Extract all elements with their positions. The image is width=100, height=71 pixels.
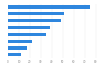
Bar xyxy=(8,46,27,49)
Bar xyxy=(8,5,90,9)
Bar xyxy=(8,19,61,22)
Bar xyxy=(8,40,32,43)
Bar xyxy=(8,26,50,29)
Bar xyxy=(8,53,21,56)
Bar xyxy=(8,33,46,36)
Bar xyxy=(8,12,64,15)
